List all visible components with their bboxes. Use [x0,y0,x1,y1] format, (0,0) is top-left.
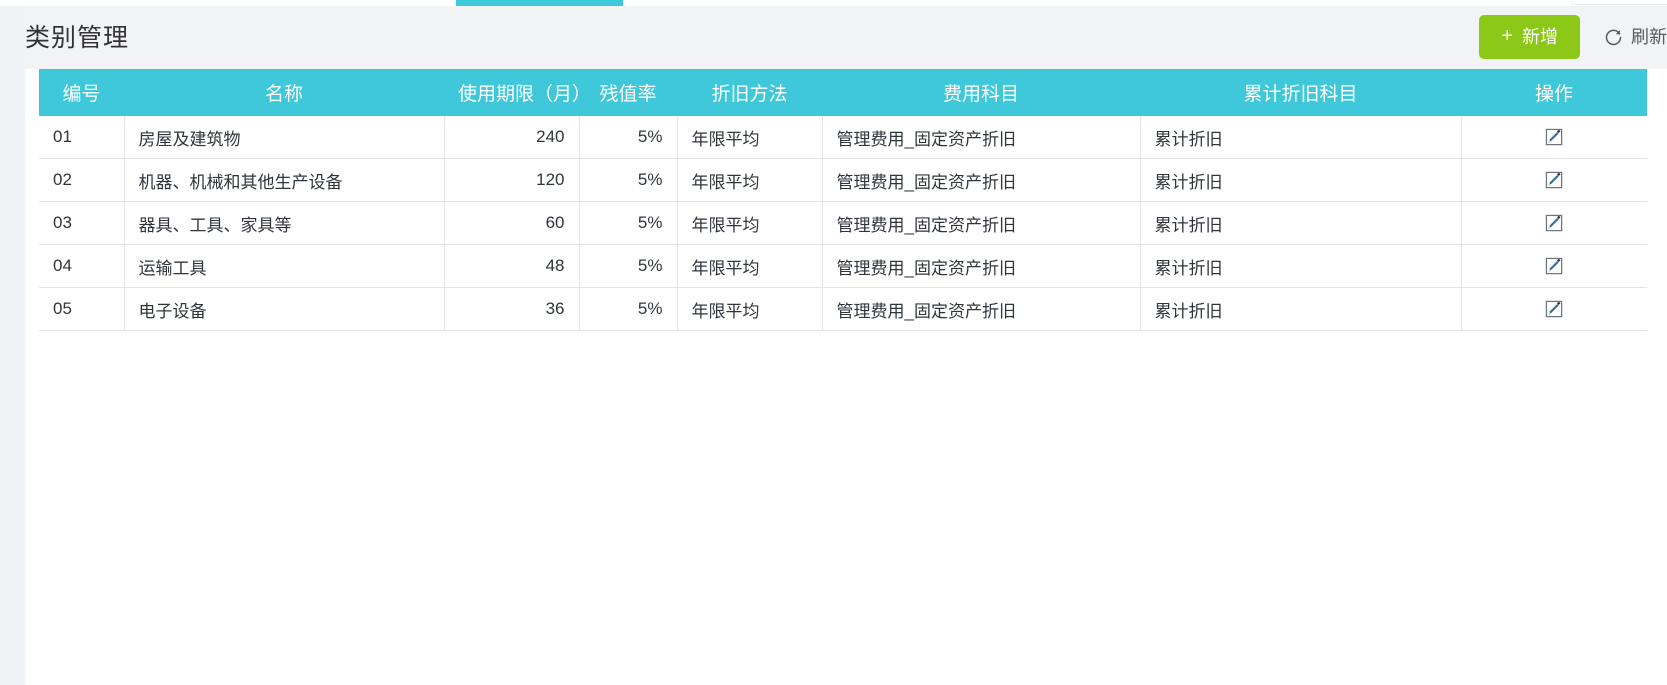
cell-life: 60 [444,201,580,245]
column-header-accum[interactable]: 累计折旧科目 [1140,69,1461,116]
cell-life: 36 [444,287,580,331]
cell-resid: 5% [579,116,678,159]
column-header-resid[interactable]: 残值率 [579,69,677,116]
column-header-action: 操作 [1461,69,1647,116]
cell-method: 年限平均 [677,201,823,245]
cell-name: 器具、工具、家具等 [124,201,445,245]
cell-expense: 管理费用_固定资产折旧 [822,287,1141,331]
edit-icon[interactable] [1545,300,1564,319]
cell-accum: 累计折旧 [1140,244,1462,288]
cell-code: 02 [39,158,125,202]
cell-code: 03 [39,201,125,245]
cell-resid: 5% [579,244,678,288]
cell-name: 电子设备 [124,287,445,331]
cell-life: 240 [444,116,580,159]
cell-code: 04 [39,244,125,288]
column-header-name[interactable]: 名称 [124,69,444,116]
cell-method: 年限平均 [677,287,823,331]
column-header-expense[interactable]: 费用科目 [822,69,1140,116]
cell-method: 年限平均 [677,158,823,202]
table-body: 01 房屋及建筑物 240 5% 年限平均 管理费用_固定资产折旧 累计折旧 [39,116,1647,331]
window-top-strip [0,0,1667,6]
cell-method: 年限平均 [677,244,823,288]
refresh-button[interactable]: 刷新 [1604,28,1667,47]
edit-icon[interactable] [1545,128,1564,147]
cell-name: 房屋及建筑物 [124,116,445,159]
cell-code: 05 [39,287,125,331]
cell-code: 01 [39,116,125,159]
refresh-button-label: 刷新 [1631,27,1667,47]
table-row[interactable]: 02 机器、机械和其他生产设备 120 5% 年限平均 管理费用_固定资产折旧 … [39,158,1647,202]
page-background: 类别管理 + 新增 刷新 [0,6,1667,685]
add-button[interactable]: + 新增 [1479,15,1580,59]
cell-life: 48 [444,244,580,288]
column-header-method[interactable]: 折旧方法 [677,69,822,116]
header-action-group: + 新增 刷新 [1479,15,1667,59]
page-header: 类别管理 + 新增 刷新 [25,6,1667,69]
cell-expense: 管理费用_固定资产折旧 [822,201,1141,245]
category-table: 编号 名称 使用期限（月） 残值率 折旧方法 费用科目 累计折旧科目 操作 01… [39,69,1647,331]
cell-action [1461,201,1647,245]
cell-life: 120 [444,158,580,202]
cell-accum: 累计折旧 [1140,158,1462,202]
cell-method: 年限平均 [677,116,823,159]
content-panel: 类别管理 + 新增 刷新 [25,6,1667,685]
cell-expense: 管理费用_固定资产折旧 [822,244,1141,288]
cell-accum: 累计折旧 [1140,201,1462,245]
cell-name: 运输工具 [124,244,445,288]
refresh-icon [1604,28,1623,47]
cell-expense: 管理费用_固定资产折旧 [822,158,1141,202]
edit-icon[interactable] [1545,171,1564,190]
cell-action [1461,287,1647,331]
column-header-code[interactable]: 编号 [39,69,124,116]
edit-icon[interactable] [1545,257,1564,276]
top-right-panel-edge [1571,0,1667,5]
cell-action [1461,158,1647,202]
page-title: 类别管理 [25,24,130,52]
table-row[interactable]: 04 运输工具 48 5% 年限平均 管理费用_固定资产折旧 累计折旧 [39,244,1647,288]
table-row[interactable]: 01 房屋及建筑物 240 5% 年限平均 管理费用_固定资产折旧 累计折旧 [39,116,1647,159]
table-row[interactable]: 05 电子设备 36 5% 年限平均 管理费用_固定资产折旧 累计折旧 [39,287,1647,331]
cell-action [1461,244,1647,288]
table-header-row: 编号 名称 使用期限（月） 残值率 折旧方法 费用科目 累计折旧科目 操作 [39,69,1647,116]
cell-action [1461,116,1647,159]
category-table-container: 编号 名称 使用期限（月） 残值率 折旧方法 费用科目 累计折旧科目 操作 01… [39,69,1667,331]
cell-accum: 累计折旧 [1140,116,1462,159]
add-button-label: 新增 [1522,27,1558,47]
active-tab-indicator[interactable] [456,0,623,6]
column-header-life[interactable]: 使用期限（月） [444,69,591,116]
cell-expense: 管理费用_固定资产折旧 [822,116,1141,159]
edit-icon[interactable] [1545,214,1564,233]
cell-name: 机器、机械和其他生产设备 [124,158,445,202]
cell-resid: 5% [579,287,678,331]
cell-accum: 累计折旧 [1140,287,1462,331]
cell-resid: 5% [579,158,678,202]
plus-icon: + [1501,25,1513,47]
table-row[interactable]: 03 器具、工具、家具等 60 5% 年限平均 管理费用_固定资产折旧 累计折旧 [39,201,1647,245]
cell-resid: 5% [579,201,678,245]
